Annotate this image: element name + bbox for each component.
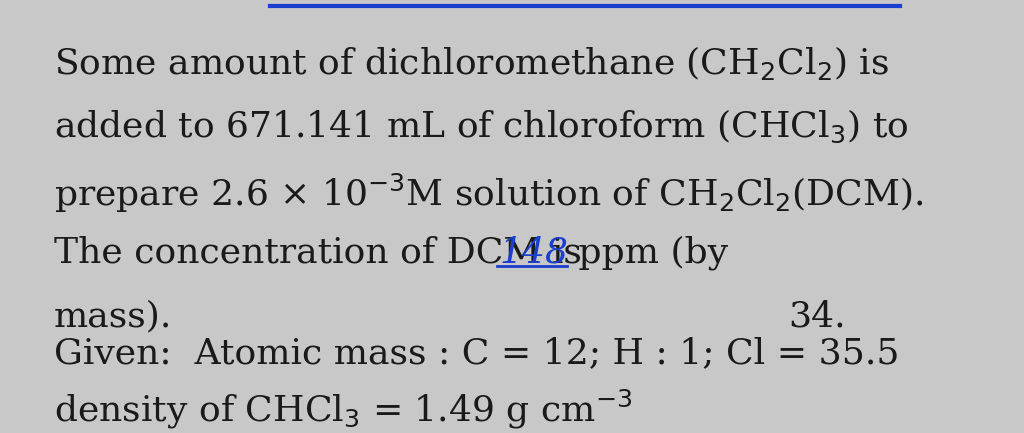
Text: added to 671.141 mL of chloroform (CHCl$_3$) to: added to 671.141 mL of chloroform (CHCl$…	[54, 108, 908, 145]
Text: prepare 2.6 × 10$^{-3}$M solution of CH$_2$Cl$_2$(DCM).: prepare 2.6 × 10$^{-3}$M solution of CH$…	[54, 172, 924, 215]
Text: mass).: mass).	[54, 300, 172, 334]
Text: Given:  Atomic mass : C = 12; H : 1; Cl = 35.5: Given: Atomic mass : C = 12; H : 1; Cl =…	[54, 336, 899, 370]
Text: density of CHCl$_3$ = 1.49 g cm$^{-3}$: density of CHCl$_3$ = 1.49 g cm$^{-3}$	[54, 388, 633, 431]
Text: ppm (by: ppm (by	[567, 236, 728, 271]
Text: 34.: 34.	[788, 300, 846, 334]
Text: 148: 148	[500, 236, 568, 270]
Text: The concentration of DCM is: The concentration of DCM is	[54, 236, 593, 270]
Text: Some amount of dichloromethane (CH$_2$Cl$_2$) is: Some amount of dichloromethane (CH$_2$Cl…	[54, 44, 889, 82]
